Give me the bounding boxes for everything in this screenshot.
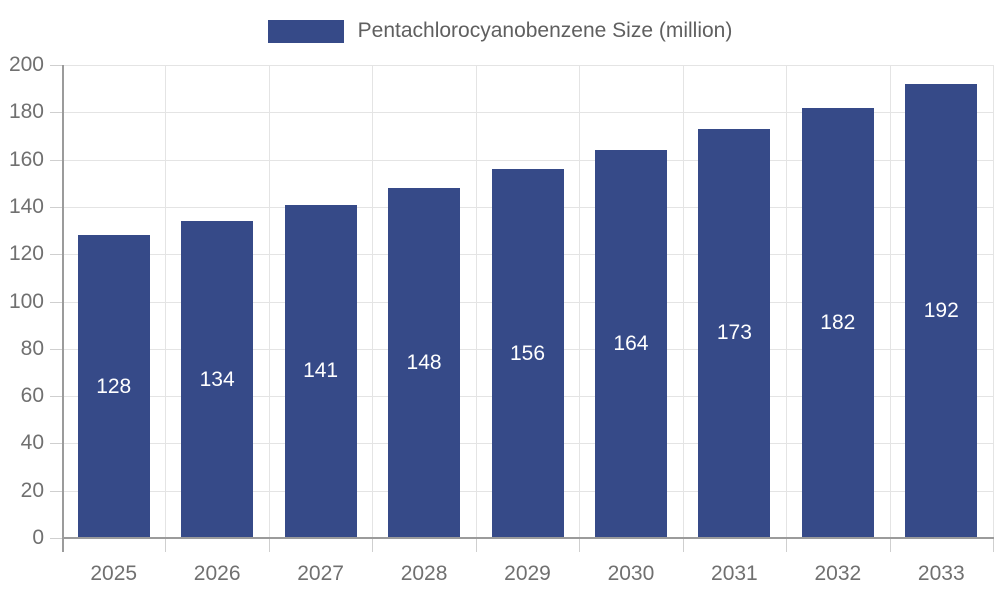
x-tick-mark (993, 538, 994, 552)
bar-2033[interactable]: 192 (905, 83, 978, 538)
y-tick-mark (50, 159, 62, 161)
bar-value-label: 148 (406, 350, 442, 374)
y-tick-mark (50, 396, 62, 398)
gridline-horizontal (62, 65, 993, 66)
legend[interactable]: Pentachlorocyanobenzene Size (million) (0, 19, 1000, 43)
x-tick-mark (786, 538, 788, 552)
bar-2027[interactable]: 141 (284, 204, 357, 538)
gridline-vertical (889, 65, 891, 538)
x-axis-line (62, 537, 994, 539)
x-tick-mark (579, 538, 581, 552)
bar-2026[interactable]: 134 (181, 221, 254, 538)
x-axis-tick-label: 2033 (917, 562, 965, 585)
gridline-vertical (579, 65, 581, 538)
bar-value-label: 134 (199, 367, 235, 391)
y-tick-mark (50, 65, 62, 66)
y-axis-line (62, 65, 64, 552)
y-tick-mark (50, 490, 62, 492)
x-tick-mark (165, 538, 167, 552)
bar-2025[interactable]: 128 (77, 235, 150, 538)
y-tick-mark (50, 254, 62, 256)
x-axis-tick-label: 2026 (193, 562, 241, 585)
y-axis-tick-label: 0 (32, 526, 44, 549)
gridline-vertical (475, 65, 477, 538)
legend-label: Pentachlorocyanobenzene Size (million) (357, 19, 733, 42)
y-tick-mark (50, 538, 62, 539)
y-axis-tick-label: 180 (8, 100, 44, 124)
y-axis-tick-label: 80 (20, 336, 44, 360)
y-axis-tick-label: 200 (8, 53, 44, 76)
y-axis-tick-label: 40 (20, 431, 44, 455)
x-tick-mark (372, 538, 374, 552)
gridline-vertical (372, 65, 374, 538)
y-tick-mark (50, 301, 62, 303)
x-tick-mark (268, 538, 270, 552)
x-tick-mark (682, 538, 684, 552)
gridline-vertical (993, 65, 994, 538)
bar-value-label: 192 (923, 298, 959, 322)
bar-2032[interactable]: 182 (801, 107, 874, 538)
bar-value-label: 173 (716, 321, 752, 345)
x-axis-tick-label: 2031 (711, 562, 758, 585)
bar-value-label: 164 (613, 332, 649, 356)
y-tick-mark (50, 206, 62, 208)
bar-value-label: 182 (820, 310, 856, 334)
bar-2030[interactable]: 164 (594, 150, 667, 538)
y-axis-tick-label: 100 (8, 289, 44, 313)
bar-2028[interactable]: 148 (388, 187, 461, 538)
x-tick-mark (475, 538, 477, 552)
gridline-vertical (268, 65, 270, 538)
y-axis-tick-label: 20 (20, 478, 44, 502)
x-axis-tick-label: 2032 (814, 562, 862, 585)
x-axis-tick-label: 2030 (607, 562, 655, 585)
y-tick-mark (50, 443, 62, 445)
gridline-vertical (682, 65, 684, 538)
gridline-horizontal (62, 159, 993, 161)
bar-value-label: 141 (303, 359, 339, 383)
legend-swatch-icon (267, 19, 344, 43)
x-axis-tick-label: 2028 (400, 562, 448, 585)
x-tick-mark (889, 538, 891, 552)
y-axis-tick-label: 120 (8, 242, 44, 266)
gridline-vertical (786, 65, 788, 538)
bar-2031[interactable]: 173 (698, 128, 771, 538)
gridline-horizontal (62, 112, 993, 114)
y-axis-tick-label: 160 (8, 147, 44, 171)
y-axis-tick-label: 60 (20, 384, 44, 408)
gridline-vertical (165, 65, 167, 538)
bar-value-label: 128 (96, 374, 132, 398)
bar-2029[interactable]: 156 (491, 169, 564, 538)
y-tick-mark (50, 112, 62, 114)
y-axis-tick-label: 140 (8, 194, 44, 218)
x-axis-tick-label: 2027 (297, 562, 344, 585)
y-tick-mark (50, 348, 62, 350)
x-axis-tick-label: 2025 (90, 562, 138, 585)
x-axis-tick-label: 2029 (504, 562, 551, 585)
bar-value-label: 156 (509, 341, 546, 365)
